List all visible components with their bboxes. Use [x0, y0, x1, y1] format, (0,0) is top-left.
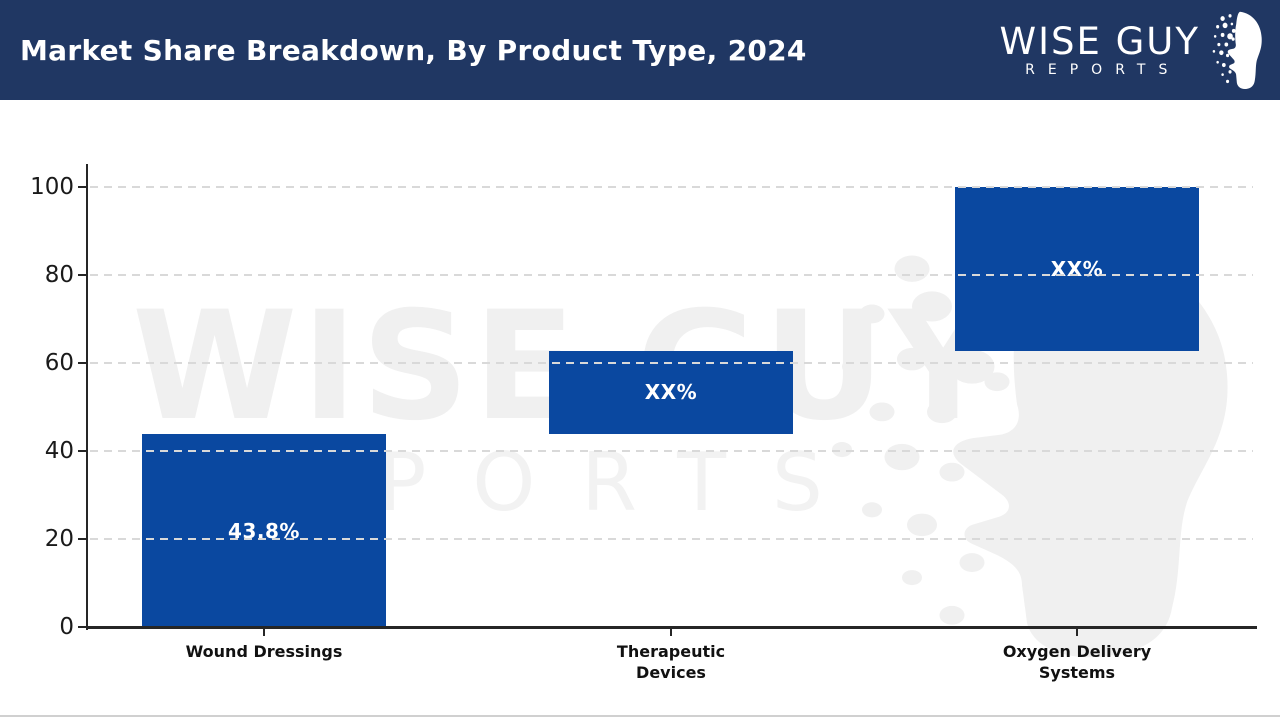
grid-layer — [0, 100, 1280, 720]
y-tick-mark — [78, 626, 86, 628]
y-tick-label: 100 — [30, 174, 74, 200]
y-tick-label: 0 — [59, 614, 74, 640]
bars-layer: 43.8% XX% XX% — [0, 100, 1280, 720]
y-tick-mark — [78, 186, 86, 188]
bar-segment: XX% — [549, 350, 793, 435]
plot-area: WISE GUY REPORTS 43.8% XX% XX% 0 20 40 60 80 10… — [0, 100, 1280, 720]
y-tick-label: 20 — [44, 526, 74, 552]
logo-wordmark: WISE GUY — [999, 19, 1200, 63]
gridline — [90, 538, 1253, 540]
x-tick-mark — [1076, 629, 1078, 636]
y-tick-label: 60 — [44, 350, 74, 376]
y-tick-mark — [78, 538, 86, 540]
x-tick-mark — [263, 629, 265, 636]
y-tick-mark — [78, 362, 86, 364]
category-label: Oxygen Delivery Systems — [1002, 642, 1152, 682]
header-bar: Market Share Breakdown, By Product Type,… — [0, 0, 1280, 100]
bar-segment: XX% — [955, 187, 1199, 351]
bar-value-label: XX% — [644, 380, 698, 405]
page-title: Market Share Breakdown, By Product Type,… — [20, 33, 807, 67]
logo-subtext: REPORTS — [1025, 61, 1181, 78]
y-tick-mark — [78, 274, 86, 276]
gridline — [90, 274, 1253, 276]
gridline — [90, 362, 1253, 364]
x-axis — [86, 626, 1257, 629]
bar-segment: 43.8% — [142, 434, 386, 627]
logo-text: WISE GUY REPORTS — [999, 19, 1200, 78]
wiseguy-logo: WISE GUY REPORTS — [1000, 9, 1280, 91]
axis-layer: 0 20 40 60 80 100 Wound Dressings Therapeutic D… — [0, 100, 1280, 720]
bar-value-label: XX% — [1050, 256, 1104, 281]
y-tick-mark — [78, 450, 86, 452]
wiseguy-face-icon — [1212, 11, 1262, 90]
y-tick-label: 40 — [44, 438, 74, 464]
x-tick-mark — [670, 629, 672, 636]
bottom-divider — [0, 715, 1280, 717]
category-label: Therapeutic Devices — [616, 642, 726, 682]
category-label: Wound Dressings — [185, 642, 343, 661]
y-tick-label: 80 — [44, 262, 74, 288]
gridline — [90, 186, 1253, 188]
y-axis — [86, 164, 88, 630]
gridline — [90, 450, 1253, 452]
